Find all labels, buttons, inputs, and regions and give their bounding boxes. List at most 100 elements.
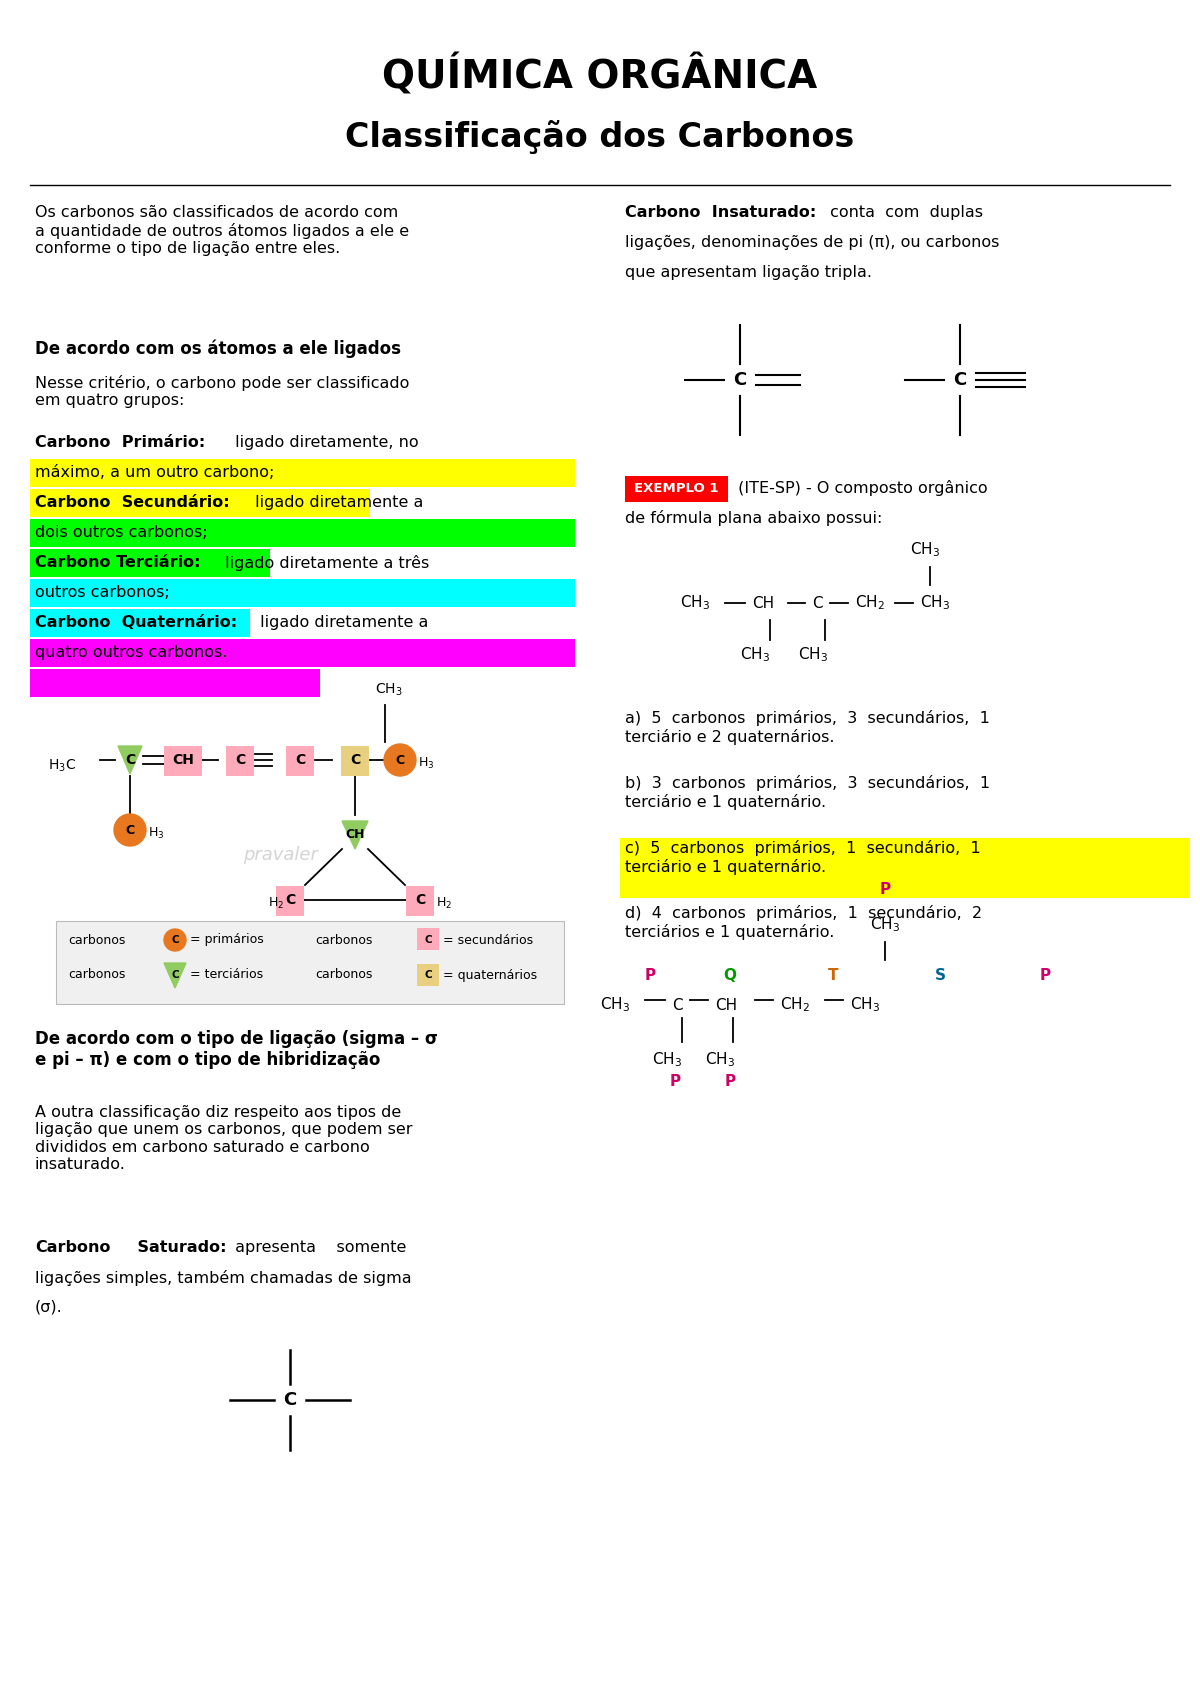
Text: C: C [812,596,823,611]
Text: conta  com  duplas: conta com duplas [826,205,983,221]
Text: Carbono  Insaturado:: Carbono Insaturado: [625,205,816,221]
Text: a)  5  carbonos  primários,  3  secundários,  1
terciário e 2 quaternários.: a) 5 carbonos primários, 3 secundários, … [625,709,990,745]
Text: c)  5  carbonos  primários,  1  secundário,  1
terciário e 1 quaternário.: c) 5 carbonos primários, 1 secundário, 1… [625,840,980,874]
Text: máximo, a um outro carbono;: máximo, a um outro carbono; [35,465,275,480]
Text: carbonos: carbonos [314,933,372,947]
Text: carbonos: carbonos [68,969,125,981]
Polygon shape [118,747,142,774]
Text: S: S [935,967,946,983]
Text: (ITE-SP) - O composto orgânico: (ITE-SP) - O composto orgânico [733,480,988,496]
Text: P: P [670,1074,680,1089]
Text: A outra classificação diz respeito aos tipos de
ligação que unem os carbonos, qu: A outra classificação diz respeito aos t… [35,1105,413,1173]
Text: CH: CH [752,596,774,611]
FancyBboxPatch shape [406,886,434,916]
FancyBboxPatch shape [418,964,439,986]
Text: C: C [672,998,683,1013]
Text: CH$_3$: CH$_3$ [910,541,940,560]
Text: C: C [235,753,245,767]
Text: H$_3$C: H$_3$C [48,759,76,774]
Text: T: T [828,967,839,983]
Text: C: C [396,753,404,767]
Text: outros carbonos;: outros carbonos; [35,585,169,601]
Text: dois outros carbonos;: dois outros carbonos; [35,524,208,540]
Text: Os carbonos são classificados de acordo com
a quantidade de outros átomos ligado: Os carbonos são classificados de acordo … [35,205,409,256]
Text: = primários: = primários [190,933,264,947]
Text: P: P [1039,967,1050,983]
FancyBboxPatch shape [341,747,370,776]
FancyBboxPatch shape [30,609,250,636]
Text: CH$_2$: CH$_2$ [854,594,884,613]
FancyBboxPatch shape [164,747,202,776]
Text: ligado diretamente, no: ligado diretamente, no [230,434,419,450]
Text: H$_3$: H$_3$ [148,825,164,840]
Text: C: C [424,935,432,945]
Text: Carbono  Quaternário:: Carbono Quaternário: [35,614,238,630]
Circle shape [114,815,146,847]
Text: = terciários: = terciários [190,969,263,981]
Text: CH: CH [346,828,365,842]
Text: Classificação dos Carbonos: Classificação dos Carbonos [346,120,854,154]
Text: CH$_3$: CH$_3$ [374,682,403,697]
Text: De acordo com o tipo de ligação (sigma – σ
e pi – π) e com o tipo de hibridizaçã: De acordo com o tipo de ligação (sigma –… [35,1030,438,1069]
Polygon shape [342,821,368,848]
FancyBboxPatch shape [30,579,575,608]
Text: CH: CH [715,998,737,1013]
Text: C: C [953,372,967,389]
Text: C: C [295,753,305,767]
Text: EXEMPLO 1: EXEMPLO 1 [634,482,719,494]
Text: CH$_3$: CH$_3$ [706,1050,736,1069]
Text: = quaternários: = quaternários [443,969,538,981]
FancyBboxPatch shape [30,519,575,546]
Text: P: P [644,967,655,983]
Text: CH$_3$: CH$_3$ [652,1050,682,1069]
Text: H$_3$: H$_3$ [418,755,434,770]
FancyBboxPatch shape [30,550,270,577]
Circle shape [384,743,416,776]
FancyBboxPatch shape [30,640,575,667]
Text: carbonos: carbonos [314,969,372,981]
Text: ligações simples, também chamadas de sigma: ligações simples, também chamadas de sig… [35,1269,412,1286]
Text: d)  4  carbonos  primários,  1  secundário,  2
terciários e 1 quaternário.: d) 4 carbonos primários, 1 secundário, 2… [625,905,982,940]
FancyBboxPatch shape [226,747,254,776]
FancyBboxPatch shape [30,669,320,697]
Text: = secundários: = secundários [443,933,533,947]
FancyBboxPatch shape [625,475,728,502]
Text: CH$_3$: CH$_3$ [740,645,770,664]
Text: C: C [172,935,179,945]
Text: Saturado:: Saturado: [115,1241,227,1256]
Text: C: C [283,1392,296,1409]
FancyBboxPatch shape [418,928,439,950]
Text: CH$_3$: CH$_3$ [920,594,950,613]
Text: CH$_3$: CH$_3$ [870,916,900,935]
Text: C: C [350,753,360,767]
Text: Carbono  Secundário:: Carbono Secundário: [35,496,229,511]
Text: ligado diretamente a: ligado diretamente a [250,496,424,511]
Text: que apresentam ligação tripla.: que apresentam ligação tripla. [625,265,872,280]
Text: De acordo com os átomos a ele ligados: De acordo com os átomos a ele ligados [35,339,401,358]
Text: quatro outros carbonos.: quatro outros carbonos. [35,645,227,660]
FancyBboxPatch shape [56,921,564,1005]
Polygon shape [164,962,186,988]
Text: C: C [125,753,136,767]
Circle shape [164,928,186,950]
Text: Nesse critério, o carbono pode ser classificado
em quatro grupos:: Nesse critério, o carbono pode ser class… [35,375,409,409]
Text: QUÍMICA ORGÂNICA: QUÍMICA ORGÂNICA [383,54,817,97]
Text: Carbono: Carbono [35,1241,110,1256]
Text: carbonos: carbonos [68,933,125,947]
Text: H$_2$: H$_2$ [436,896,452,911]
Text: Carbono Terciário:: Carbono Terciário: [35,555,200,570]
Text: C: C [415,893,425,906]
Text: de fórmula plana abaixo possui:: de fórmula plana abaixo possui: [625,511,882,526]
Text: ligações, denominações de pi (π), ou carbonos: ligações, denominações de pi (π), ou car… [625,234,1000,249]
Text: (σ).: (σ). [35,1300,62,1315]
Text: C: C [284,893,295,906]
Text: P: P [725,1074,736,1089]
Text: CH$_3$: CH$_3$ [680,594,710,613]
Text: H$_2$: H$_2$ [268,896,284,911]
Text: ligado diretamente a três: ligado diretamente a três [220,555,430,570]
Text: C: C [172,971,179,979]
Text: CH$_2$: CH$_2$ [780,996,810,1015]
Text: apresenta    somente: apresenta somente [230,1241,407,1256]
Text: CH$_3$: CH$_3$ [798,645,828,664]
FancyBboxPatch shape [276,886,304,916]
